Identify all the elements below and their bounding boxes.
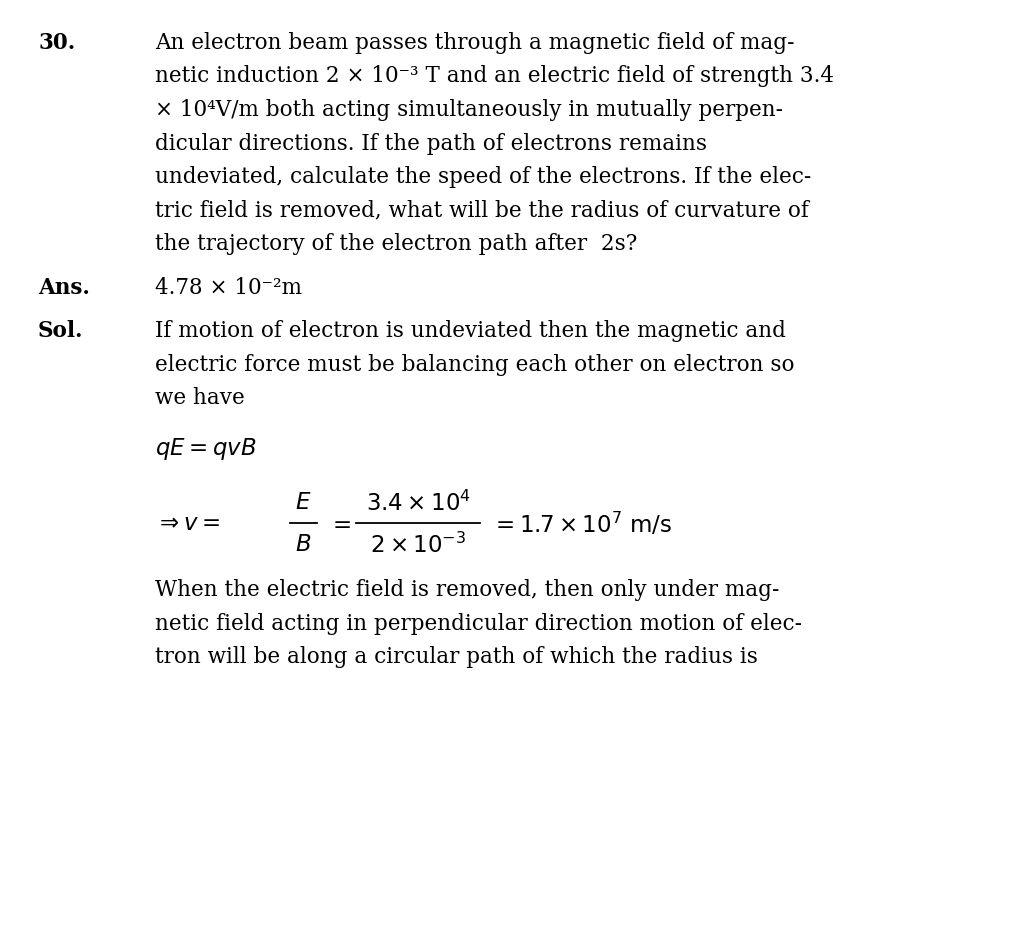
Text: × 10⁴V/m both acting simultaneously in mutually perpen-: × 10⁴V/m both acting simultaneously in m… [155, 99, 783, 121]
Text: Sol.: Sol. [38, 320, 84, 342]
Text: If motion of electron is undeviated then the magnetic and: If motion of electron is undeviated then… [155, 320, 785, 342]
Text: electric force must be balancing each other on electron so: electric force must be balancing each ot… [155, 353, 795, 375]
Text: tron will be along a circular path of which the radius is: tron will be along a circular path of wh… [155, 646, 758, 667]
Text: $\Rightarrow v =$: $\Rightarrow v =$ [155, 513, 220, 534]
Text: undeviated, calculate the speed of the electrons. If the elec-: undeviated, calculate the speed of the e… [155, 166, 811, 188]
Text: 4.78 × 10⁻²m: 4.78 × 10⁻²m [155, 276, 302, 299]
Text: dicular directions. If the path of electrons remains: dicular directions. If the path of elect… [155, 132, 707, 154]
Text: $qE = qvB$: $qE = qvB$ [155, 435, 256, 461]
Text: tric field is removed, what will be the radius of curvature of: tric field is removed, what will be the … [155, 199, 809, 221]
Text: netic induction 2 × 10⁻³ T and an electric field of strength 3.4: netic induction 2 × 10⁻³ T and an electr… [155, 66, 834, 87]
Text: 30.: 30. [38, 32, 75, 54]
Text: When the electric field is removed, then only under mag-: When the electric field is removed, then… [155, 578, 779, 601]
Text: the trajectory of the electron path after  2s?: the trajectory of the electron path afte… [155, 233, 637, 255]
Text: we have: we have [155, 387, 245, 408]
Text: netic field acting in perpendicular direction motion of elec-: netic field acting in perpendicular dire… [155, 612, 802, 634]
Text: Ans.: Ans. [38, 276, 90, 299]
Text: $2\times10^{-3}$: $2\times10^{-3}$ [370, 532, 466, 557]
Text: $B$: $B$ [295, 534, 311, 556]
Text: $=$: $=$ [328, 513, 351, 534]
Text: $3.4\times10^{4}$: $3.4\times10^{4}$ [366, 490, 470, 515]
Text: $= 1.7\times10^{7}\ \mathrm{m/s}$: $= 1.7\times10^{7}\ \mathrm{m/s}$ [490, 510, 672, 537]
Text: An electron beam passes through a magnetic field of mag-: An electron beam passes through a magnet… [155, 32, 795, 54]
Text: $E$: $E$ [295, 491, 311, 514]
